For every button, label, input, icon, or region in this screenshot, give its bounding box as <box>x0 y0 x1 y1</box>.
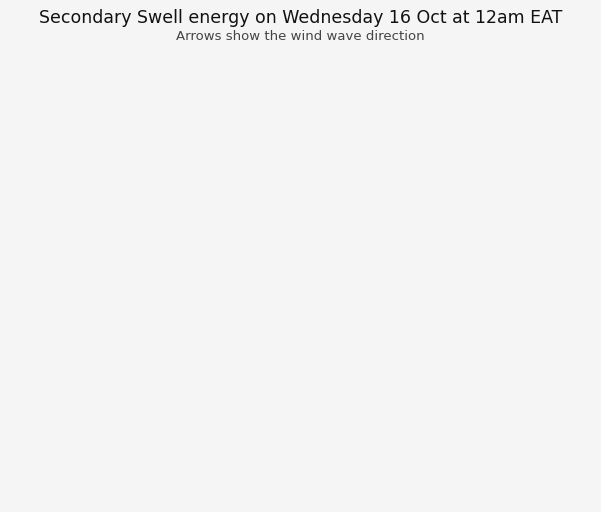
Text: Arrows show the wind wave direction: Arrows show the wind wave direction <box>176 30 425 42</box>
Text: Secondary Swell energy on Wednesday 16 Oct at 12am EAT: Secondary Swell energy on Wednesday 16 O… <box>39 9 562 27</box>
